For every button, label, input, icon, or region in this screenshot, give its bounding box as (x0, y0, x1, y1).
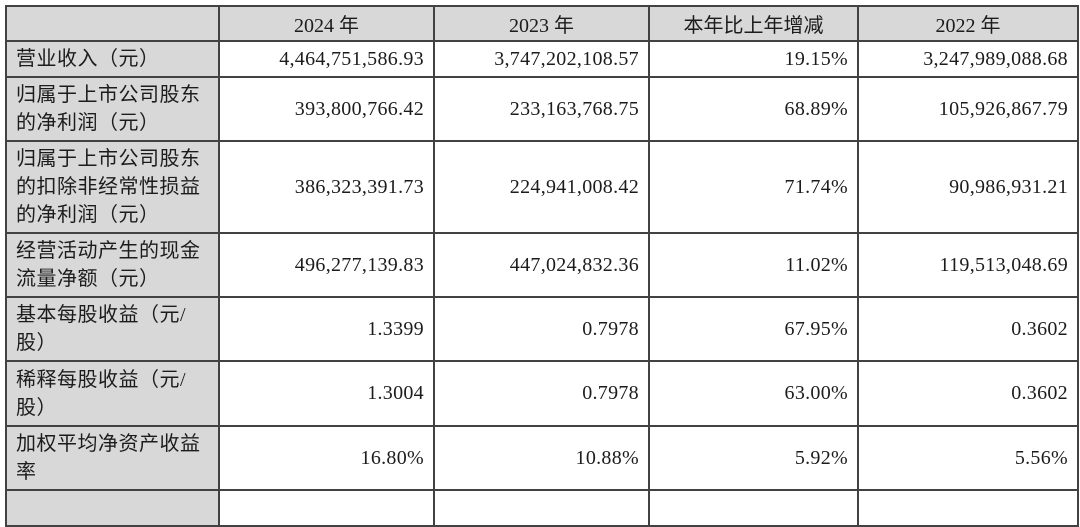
table-row: 归属于上市公司股东 的净利润（元） 393,800,766.42 233,163,7… (5, 76, 1079, 142)
value-cell: 71.74% (648, 140, 859, 234)
value-cell: 11.02% (648, 232, 859, 298)
value-cell: 119,513,048.69 (857, 232, 1079, 298)
table-body: 营业收入（元） 4,464,751,586.93 3,747,202,108.57 1… (5, 40, 1079, 527)
value-cell: 63.00% (648, 360, 859, 427)
row-label-cell: 营业收入（元） (5, 40, 220, 78)
value-cell: 10.88% (433, 425, 650, 491)
row-label-cell: 经营活动产生的现金 流量净额（元） (5, 232, 220, 298)
header-cell-yoy-change: 本年比上年增减 (648, 5, 859, 42)
value-cell: 233,163,768.75 (433, 76, 650, 142)
table-row: 营业收入（元） 4,464,751,586.93 3,747,202,108.57 1… (5, 40, 1079, 78)
value-cell: 386,323,391.73 (218, 140, 435, 234)
value-cell: 3,747,202,108.57 (433, 40, 650, 78)
value-cell: 0.3602 (857, 296, 1079, 362)
value-cell: 224,941,008.42 (433, 140, 650, 234)
table-row: 基本每股收益（元/ 股） 1.3399 0.7978 67.95% 0.3602 (5, 296, 1079, 362)
value-cell (648, 489, 859, 527)
value-cell: 5.56% (857, 425, 1079, 491)
value-cell: 105,926,867.79 (857, 76, 1079, 142)
value-cell (218, 489, 435, 527)
value-cell: 1.3004 (218, 360, 435, 427)
row-label-cell (5, 489, 220, 527)
table-row: 归属于上市公司股东 的扣除非经常性损益 的净利润（元） 386,323,391.7… (5, 140, 1079, 234)
value-cell: 0.7978 (433, 360, 650, 427)
value-cell: 5.92% (648, 425, 859, 491)
table-row: 加权平均净资产收益 率 16.80% 10.88% 5.92% 5.56% (5, 425, 1079, 491)
header-cell-2024: 2024 年 (218, 5, 435, 42)
value-cell (433, 489, 650, 527)
header-cell-2022: 2022 年 (857, 5, 1079, 42)
value-cell (857, 489, 1079, 527)
value-cell: 3,247,989,088.68 (857, 40, 1079, 78)
value-cell: 447,024,832.36 (433, 232, 650, 298)
value-cell: 67.95% (648, 296, 859, 362)
value-cell: 4,464,751,586.93 (218, 40, 435, 78)
header-cell-blank (5, 5, 220, 42)
value-cell: 0.7978 (433, 296, 650, 362)
table-row: 经营活动产生的现金 流量净额（元） 496,277,139.83 447,024,8… (5, 232, 1079, 298)
value-cell: 0.3602 (857, 360, 1079, 427)
value-cell: 16.80% (218, 425, 435, 491)
table-row (5, 489, 1079, 527)
value-cell: 496,277,139.83 (218, 232, 435, 298)
header-row: 2024 年 2023 年 本年比上年增减 2022 年 (5, 5, 1079, 42)
row-label-cell: 基本每股收益（元/ 股） (5, 296, 220, 362)
row-label-cell: 归属于上市公司股东 的净利润（元） (5, 76, 220, 142)
value-cell: 68.89% (648, 76, 859, 142)
financial-summary-table: 2024 年 2023 年 本年比上年增减 2022 年 营业收入（元） 4,46… (5, 5, 1079, 527)
table-row: 稀释每股收益（元/ 股） 1.3004 0.7978 63.00% 0.3602 (5, 360, 1079, 427)
value-cell: 1.3399 (218, 296, 435, 362)
value-cell: 393,800,766.42 (218, 76, 435, 142)
row-label-cell: 加权平均净资产收益 率 (5, 425, 220, 491)
value-cell: 90,986,931.21 (857, 140, 1079, 234)
row-label-cell: 归属于上市公司股东 的扣除非经常性损益 的净利润（元） (5, 140, 220, 234)
row-label-cell: 稀释每股收益（元/ 股） (5, 360, 220, 427)
value-cell: 19.15% (648, 40, 859, 78)
header-cell-2023: 2023 年 (433, 5, 650, 42)
